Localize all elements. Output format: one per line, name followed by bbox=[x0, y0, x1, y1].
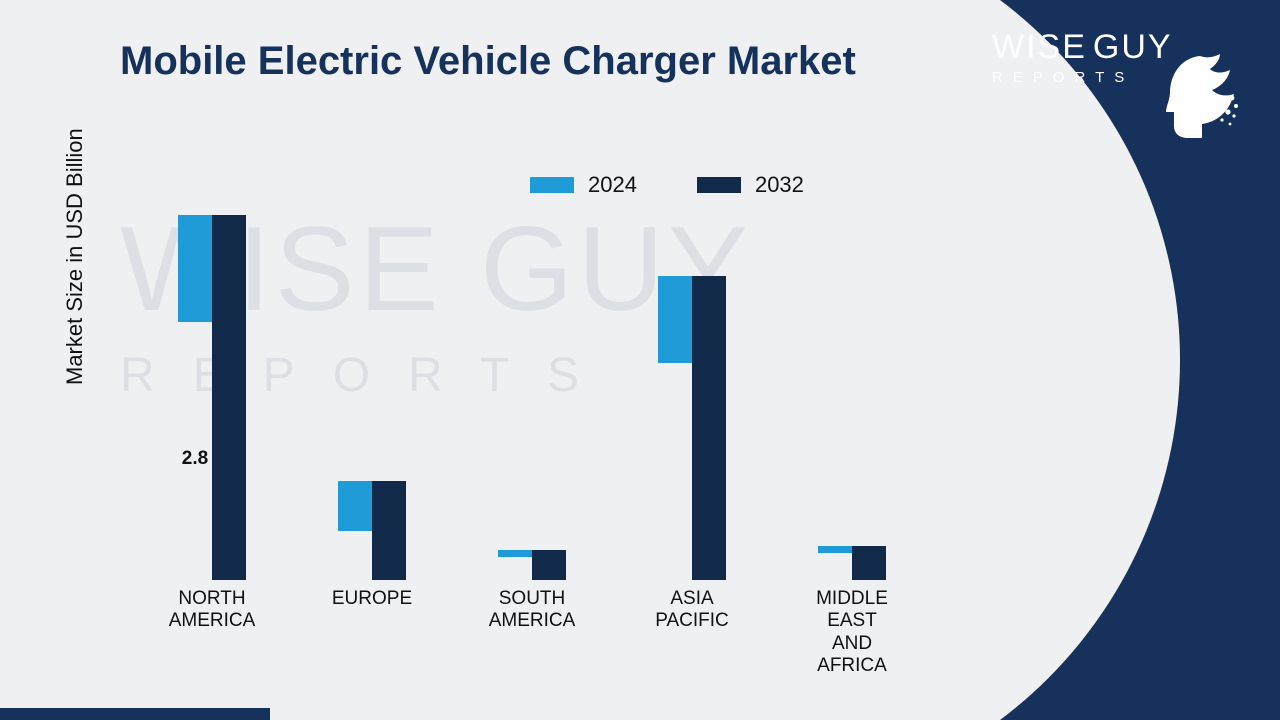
x-category-label: MIDDLEEASTANDAFRICA bbox=[782, 588, 922, 678]
legend: 2024 2032 bbox=[530, 172, 804, 198]
bar bbox=[532, 550, 566, 580]
x-category-label: NORTHAMERICA bbox=[142, 588, 282, 633]
bar bbox=[212, 215, 246, 580]
x-category-label: EUROPE bbox=[302, 588, 442, 610]
chart-title: Mobile Electric Vehicle Charger Market bbox=[120, 38, 856, 84]
bar-group bbox=[818, 546, 886, 580]
bar bbox=[818, 546, 852, 554]
brain-head-icon bbox=[1162, 52, 1242, 142]
bar bbox=[498, 550, 532, 558]
legend-swatch-2024 bbox=[530, 177, 574, 193]
brand-word-wise: WISE bbox=[992, 28, 1087, 66]
x-category-label: SOUTHAMERICA bbox=[462, 588, 602, 633]
bar-chart: Market Size in USD Billion 2.8NORTHAMERI… bbox=[108, 200, 928, 690]
bar bbox=[178, 215, 212, 321]
bar bbox=[338, 481, 372, 530]
bar-group bbox=[178, 215, 246, 580]
legend-item-2032: 2032 bbox=[697, 172, 804, 198]
legend-swatch-2032 bbox=[697, 177, 741, 193]
bar-group bbox=[498, 550, 566, 580]
x-category-label: ASIAPACIFIC bbox=[622, 588, 762, 633]
footer-accent-bar bbox=[0, 708, 270, 720]
bar bbox=[372, 481, 406, 580]
legend-label-2024: 2024 bbox=[588, 172, 637, 198]
plot-area: 2.8NORTHAMERICAEUROPESOUTHAMERICAASIAPAC… bbox=[138, 200, 928, 580]
y-axis-label: Market Size in USD Billion bbox=[62, 128, 88, 385]
bar bbox=[658, 276, 692, 363]
brand-logo: WISEGUY REPORTS bbox=[992, 28, 1252, 86]
bar-group bbox=[338, 481, 406, 580]
bar bbox=[692, 276, 726, 580]
bar bbox=[852, 546, 886, 580]
brand-word-guy: GUY bbox=[1093, 28, 1173, 66]
bar-group bbox=[658, 276, 726, 580]
legend-item-2024: 2024 bbox=[530, 172, 637, 198]
legend-label-2032: 2032 bbox=[755, 172, 804, 198]
